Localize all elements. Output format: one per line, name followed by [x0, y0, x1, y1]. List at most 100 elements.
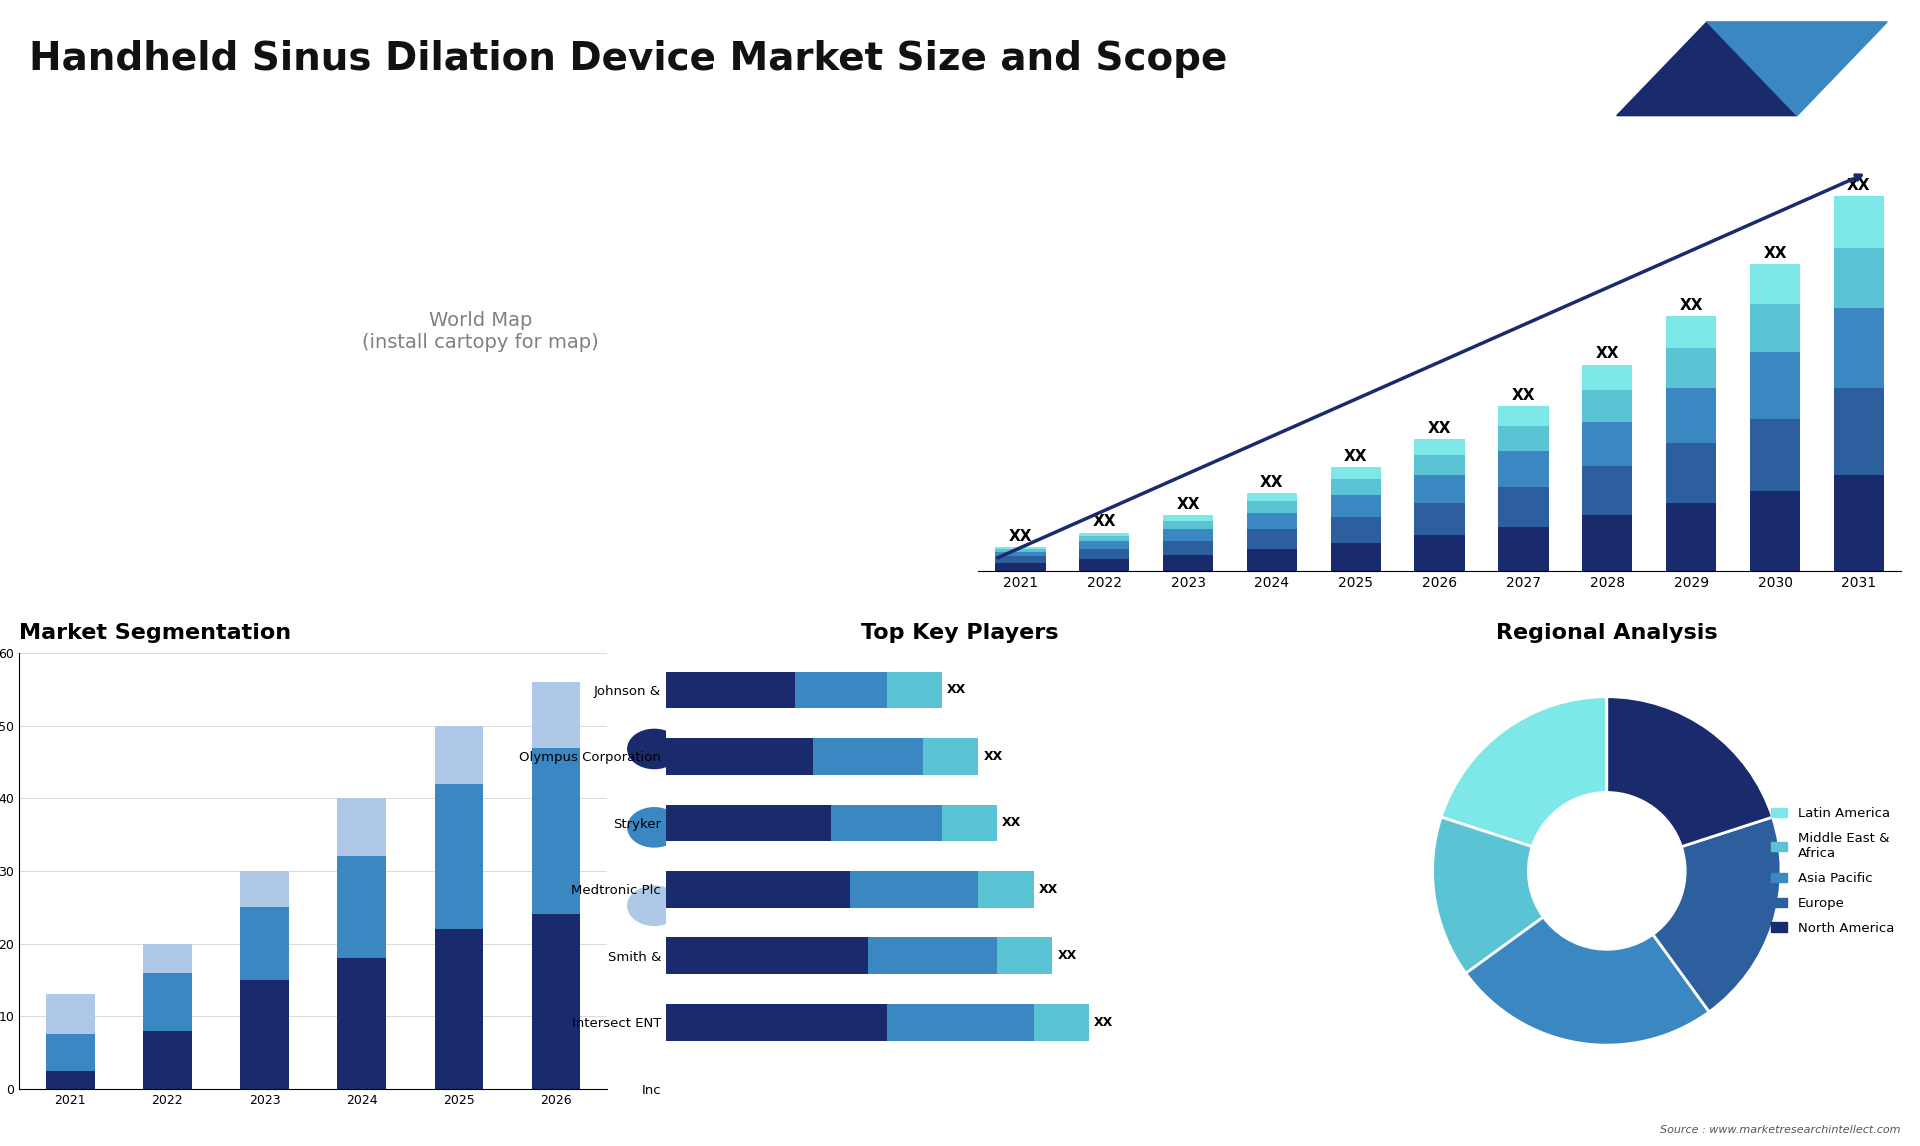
- Bar: [995, 549, 1046, 551]
- Bar: [338, 799, 386, 856]
- Bar: [1749, 265, 1801, 304]
- Text: Handheld Sinus Dilation Device Market Size and Scope: Handheld Sinus Dilation Device Market Si…: [29, 40, 1227, 78]
- Bar: [46, 995, 94, 1034]
- Bar: [887, 672, 941, 708]
- Text: XX: XX: [1344, 449, 1367, 464]
- Bar: [1079, 549, 1129, 559]
- Bar: [1415, 476, 1465, 503]
- Bar: [1498, 426, 1549, 452]
- Bar: [532, 747, 580, 915]
- Bar: [795, 672, 887, 708]
- Bar: [46, 1070, 94, 1089]
- Bar: [46, 1034, 94, 1070]
- Bar: [1331, 495, 1380, 518]
- Title: Regional Analysis: Regional Analysis: [1496, 623, 1718, 643]
- Text: Geography: Geography: [689, 898, 766, 912]
- Bar: [979, 871, 1033, 908]
- Bar: [1164, 520, 1213, 528]
- Text: XX: XX: [1680, 298, 1703, 313]
- Bar: [1415, 455, 1465, 476]
- Bar: [240, 871, 288, 908]
- Wedge shape: [1653, 817, 1782, 1012]
- Bar: [666, 1004, 887, 1041]
- Text: XX: XX: [1092, 515, 1116, 529]
- Bar: [666, 937, 868, 974]
- Bar: [666, 738, 812, 775]
- Text: XX: XX: [1260, 474, 1284, 489]
- Bar: [1667, 316, 1716, 347]
- Bar: [338, 958, 386, 1089]
- Bar: [1834, 308, 1884, 387]
- Bar: [1582, 515, 1632, 571]
- Bar: [666, 672, 795, 708]
- Bar: [532, 915, 580, 1089]
- Legend: Latin America, Middle East &
Africa, Asia Pacific, Europe, North America: Latin America, Middle East & Africa, Asi…: [1766, 802, 1899, 940]
- Bar: [1331, 479, 1380, 495]
- Bar: [995, 547, 1046, 549]
- Bar: [1834, 476, 1884, 571]
- Bar: [1667, 444, 1716, 503]
- Bar: [1498, 487, 1549, 527]
- Text: XX: XX: [947, 683, 966, 697]
- Bar: [240, 980, 288, 1089]
- Bar: [1498, 452, 1549, 487]
- Bar: [434, 725, 484, 784]
- Bar: [887, 1004, 1033, 1041]
- Bar: [144, 943, 192, 973]
- Bar: [1834, 196, 1884, 249]
- Bar: [1079, 541, 1129, 549]
- Polygon shape: [1707, 22, 1887, 116]
- Bar: [995, 551, 1046, 557]
- Bar: [1582, 422, 1632, 465]
- Bar: [1246, 549, 1298, 571]
- Bar: [144, 973, 192, 1030]
- Text: XX: XX: [1596, 346, 1619, 361]
- Bar: [1582, 465, 1632, 515]
- Bar: [1749, 492, 1801, 571]
- Bar: [1415, 503, 1465, 535]
- Bar: [812, 738, 924, 775]
- Bar: [1246, 512, 1298, 528]
- Polygon shape: [1617, 22, 1797, 116]
- Wedge shape: [1442, 697, 1607, 847]
- Bar: [1331, 518, 1380, 543]
- Text: XX: XX: [1094, 1015, 1114, 1029]
- Bar: [1331, 543, 1380, 571]
- Bar: [1079, 559, 1129, 571]
- Wedge shape: [1607, 697, 1772, 847]
- Bar: [1749, 304, 1801, 352]
- Text: Application: Application: [689, 821, 768, 834]
- Bar: [1033, 1004, 1089, 1041]
- Bar: [1667, 387, 1716, 444]
- Bar: [666, 871, 851, 908]
- Bar: [240, 908, 288, 980]
- Bar: [995, 557, 1046, 563]
- Bar: [1415, 439, 1465, 455]
- Text: XX: XX: [1002, 816, 1021, 830]
- Text: Market Segmentation: Market Segmentation: [19, 623, 292, 643]
- Bar: [1164, 541, 1213, 555]
- Bar: [831, 804, 941, 841]
- Bar: [1164, 555, 1213, 571]
- Bar: [851, 871, 979, 908]
- Bar: [868, 937, 996, 974]
- Text: Type: Type: [689, 741, 722, 756]
- Bar: [1667, 503, 1716, 571]
- Bar: [1331, 468, 1380, 479]
- Bar: [434, 784, 484, 929]
- Bar: [1415, 535, 1465, 571]
- Text: World Map
(install cartopy for map): World Map (install cartopy for map): [363, 311, 599, 352]
- Bar: [996, 937, 1052, 974]
- Bar: [1246, 528, 1298, 549]
- Bar: [1834, 387, 1884, 476]
- Text: XX: XX: [1039, 882, 1058, 896]
- Bar: [1079, 533, 1129, 536]
- Bar: [1834, 249, 1884, 308]
- Wedge shape: [1465, 917, 1709, 1045]
- Bar: [924, 738, 979, 775]
- Text: XX: XX: [1763, 246, 1788, 261]
- Bar: [1498, 527, 1549, 571]
- Bar: [1667, 347, 1716, 387]
- Bar: [1246, 501, 1298, 512]
- Circle shape: [628, 808, 682, 847]
